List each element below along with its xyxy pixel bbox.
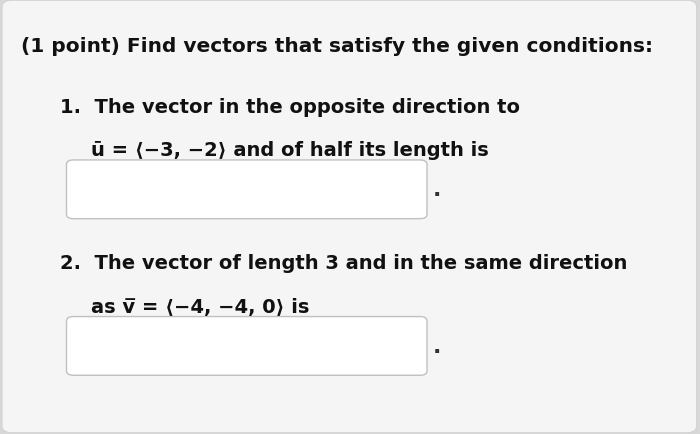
FancyBboxPatch shape	[66, 317, 427, 375]
Text: .: .	[433, 336, 441, 356]
Text: (1 point) Find vectors that satisfy the given conditions:: (1 point) Find vectors that satisfy the …	[21, 37, 653, 56]
Text: ū = ⟨−3, −2⟩ and of half its length is: ū = ⟨−3, −2⟩ and of half its length is	[91, 141, 489, 160]
Text: as v̅ = ⟨−4, −4, 0⟩ is: as v̅ = ⟨−4, −4, 0⟩ is	[91, 297, 309, 316]
Text: .: .	[433, 180, 441, 200]
FancyBboxPatch shape	[66, 161, 427, 219]
Text: 1.  The vector in the opposite direction to: 1. The vector in the opposite direction …	[60, 98, 519, 117]
Text: 2.  The vector of length 3 and in the same direction: 2. The vector of length 3 and in the sam…	[60, 254, 627, 273]
